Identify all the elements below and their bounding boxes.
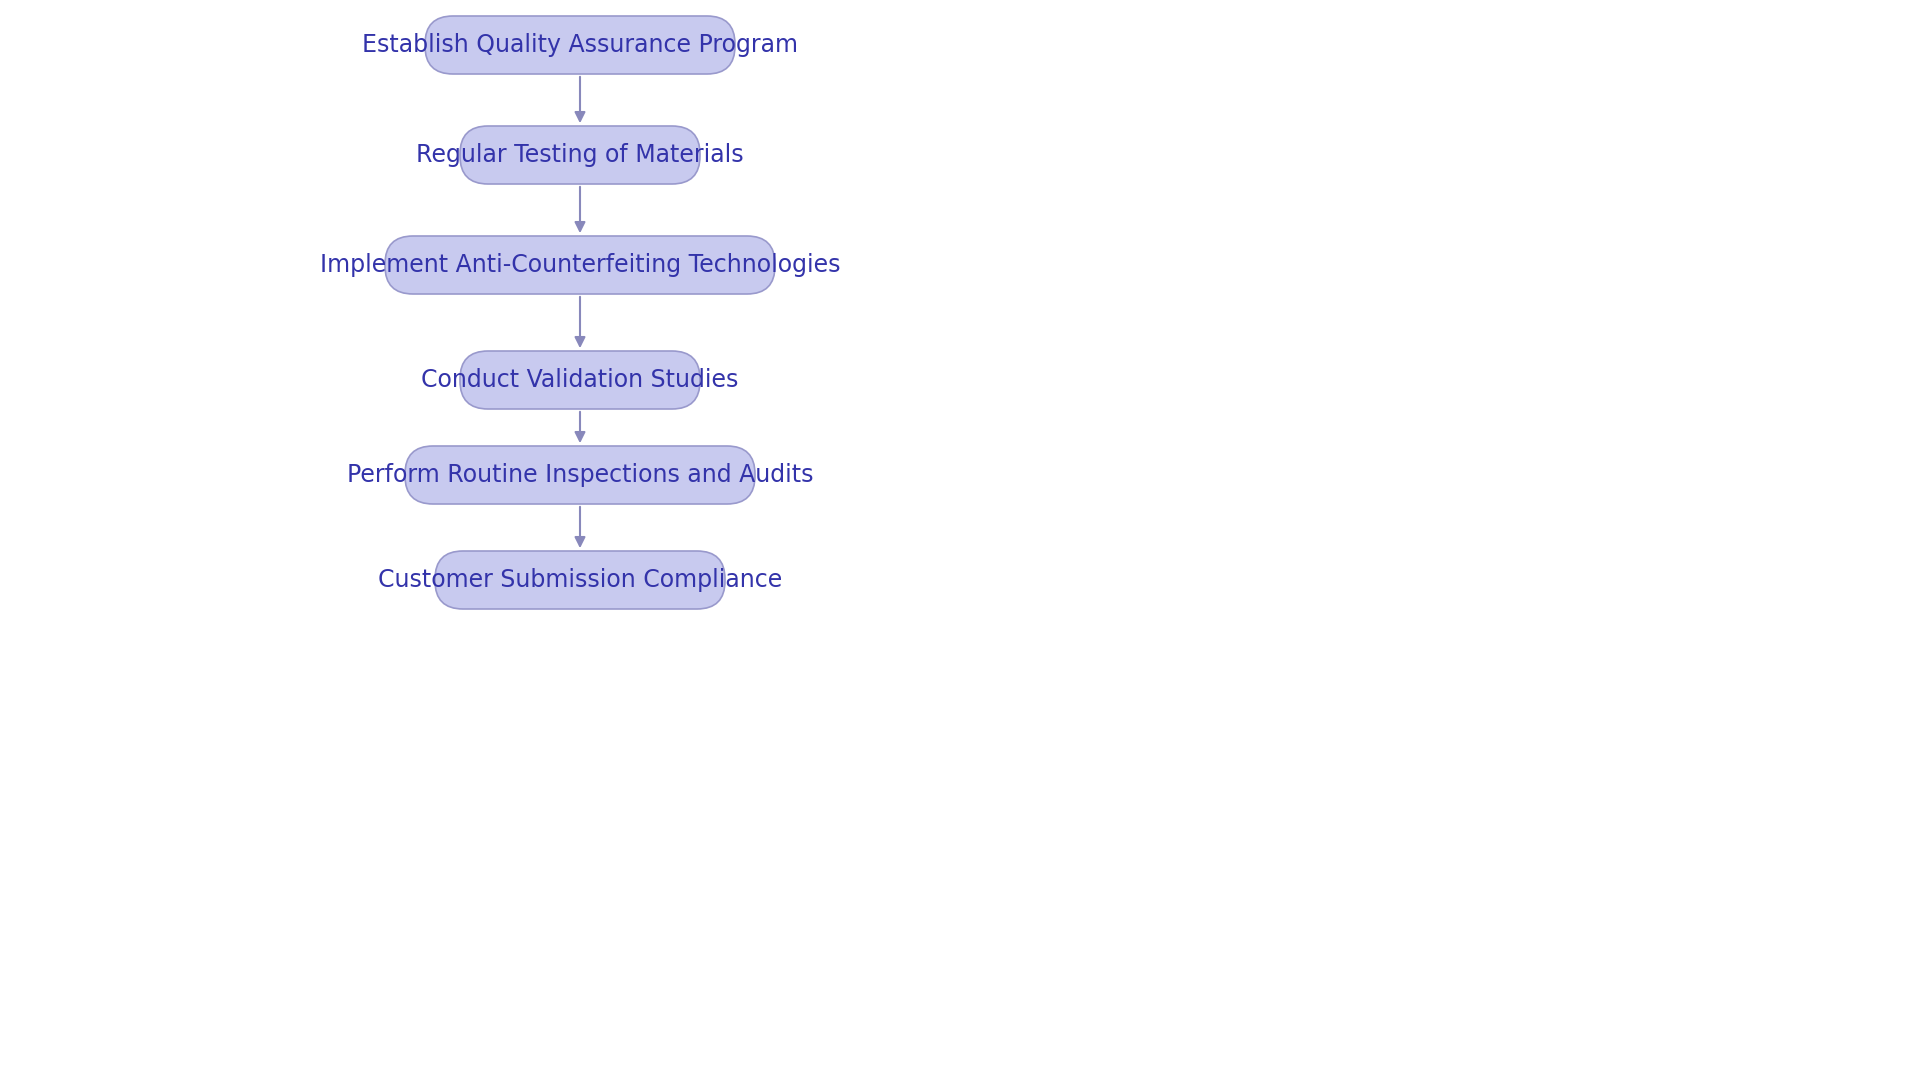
FancyBboxPatch shape xyxy=(461,351,701,409)
FancyBboxPatch shape xyxy=(405,446,755,504)
FancyBboxPatch shape xyxy=(436,551,726,609)
FancyBboxPatch shape xyxy=(461,126,701,184)
Text: Implement Anti-Counterfeiting Technologies: Implement Anti-Counterfeiting Technologi… xyxy=(321,253,841,277)
Text: Perform Routine Inspections and Audits: Perform Routine Inspections and Audits xyxy=(348,464,814,487)
Text: Regular Testing of Materials: Regular Testing of Materials xyxy=(417,143,743,167)
FancyBboxPatch shape xyxy=(386,236,776,293)
FancyBboxPatch shape xyxy=(424,16,735,74)
Text: Customer Submission Compliance: Customer Submission Compliance xyxy=(378,567,781,592)
Text: Conduct Validation Studies: Conduct Validation Studies xyxy=(420,368,739,392)
Text: Establish Quality Assurance Program: Establish Quality Assurance Program xyxy=(363,32,799,57)
